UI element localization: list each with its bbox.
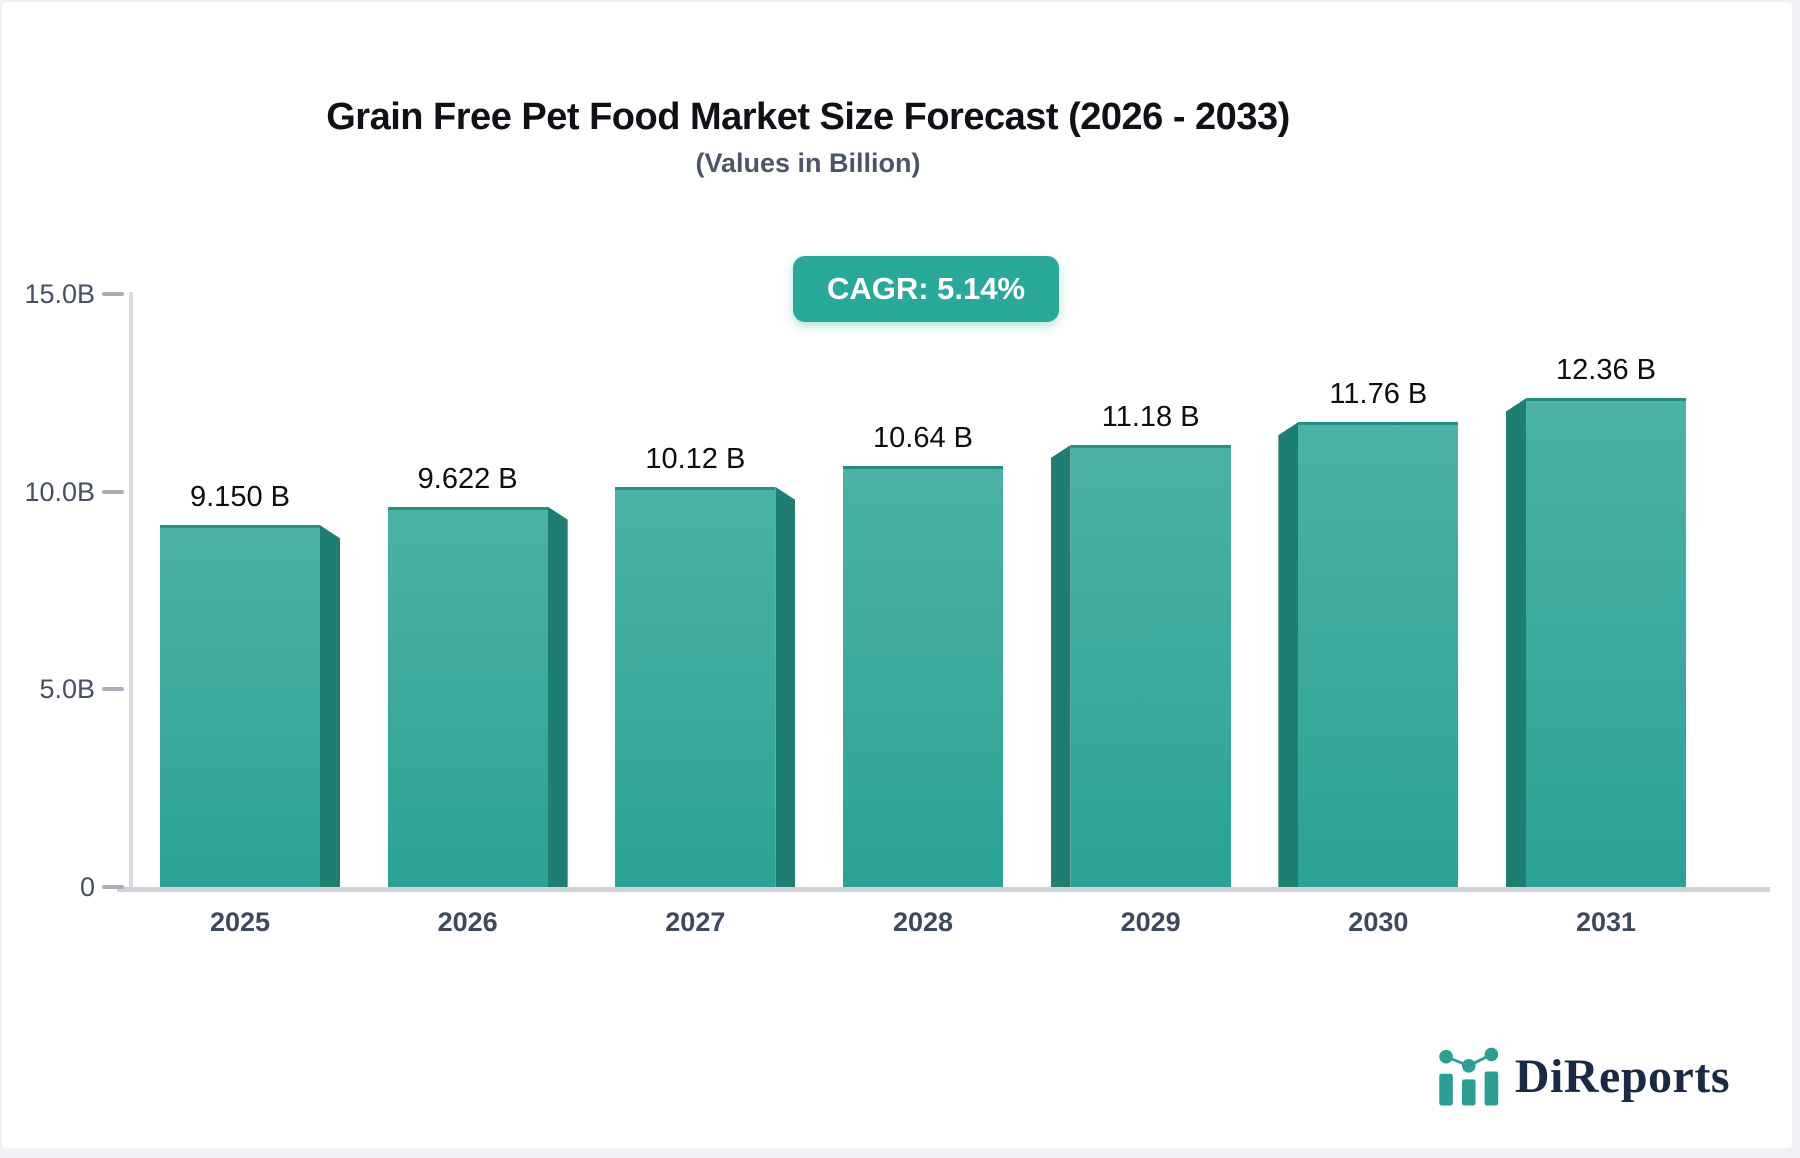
bar-face-2026 xyxy=(387,506,548,887)
x-axis-label-2027: 2027 xyxy=(665,907,726,937)
x-axis-label-2029: 2029 xyxy=(1120,907,1181,937)
x-axis-label-2025: 2025 xyxy=(209,907,271,937)
bar-2031 xyxy=(1506,398,1687,887)
direports-logo: DiReports xyxy=(1437,1036,1730,1116)
x-axis-label-2026: 2026 xyxy=(437,907,498,937)
bar-face-2029 xyxy=(1070,445,1231,887)
bar-value-label: 11.18 B xyxy=(1101,401,1200,434)
y-tick-label: 10.0B xyxy=(24,476,95,507)
bar-side-panel-2030 xyxy=(1278,422,1299,887)
y-tick-label: 5.0B xyxy=(39,674,95,705)
y-tick-label: 15.0B xyxy=(24,279,95,309)
y-tick-mark xyxy=(102,489,124,494)
bar-face-2028 xyxy=(843,466,1003,887)
y-tick-mark xyxy=(102,687,124,692)
bar-value-label: 11.76 B xyxy=(1329,378,1428,411)
direports-logo-text: DiReports xyxy=(1514,1049,1730,1103)
bar-2030 xyxy=(1278,422,1459,887)
bar-value-label: 9.622 B xyxy=(417,462,518,495)
bar-value-label: 12.36 B xyxy=(1556,354,1656,387)
bar-2028 xyxy=(843,466,1003,887)
y-tick-label: 0 xyxy=(79,872,95,902)
bar-face-2031 xyxy=(1526,398,1687,887)
bar-side-panel-2031 xyxy=(1506,398,1527,887)
bar-side-panel-2025 xyxy=(320,525,340,887)
x-axis-baseline xyxy=(117,887,1770,892)
bar-value-label: 9.150 B xyxy=(190,481,290,514)
bar-side-panel-2026 xyxy=(547,506,568,887)
x-axis-label-2028: 2028 xyxy=(892,907,954,937)
x-axis-label-2030: 2030 xyxy=(1348,907,1409,937)
y-axis-line xyxy=(129,292,133,890)
chart-title: Grain Free Pet Food Market Size Forecast… xyxy=(326,96,1290,138)
bar-value-label: 10.12 B xyxy=(645,442,746,475)
bar-2026 xyxy=(387,506,568,887)
bar-value-label: 10.64 B xyxy=(873,422,973,455)
bar-side-panel-2027 xyxy=(775,486,796,887)
x-axis-label-2031: 2031 xyxy=(1575,907,1637,937)
bar-face-2030 xyxy=(1298,422,1459,887)
bar-side-panel-2029 xyxy=(1050,445,1071,887)
bar-2025 xyxy=(160,525,340,887)
bar-2029 xyxy=(1050,445,1231,887)
chart-subtitle: (Values in Billion) xyxy=(695,148,921,178)
y-tick-mark xyxy=(102,292,124,296)
y-tick-mark xyxy=(102,885,124,889)
bar-face-2025 xyxy=(160,525,320,887)
bar-2027 xyxy=(615,486,796,887)
cagr-badge: CAGR: 5.14% xyxy=(793,256,1059,322)
direports-logo-icon xyxy=(1439,1047,1499,1106)
bar-face-2027 xyxy=(615,486,776,887)
